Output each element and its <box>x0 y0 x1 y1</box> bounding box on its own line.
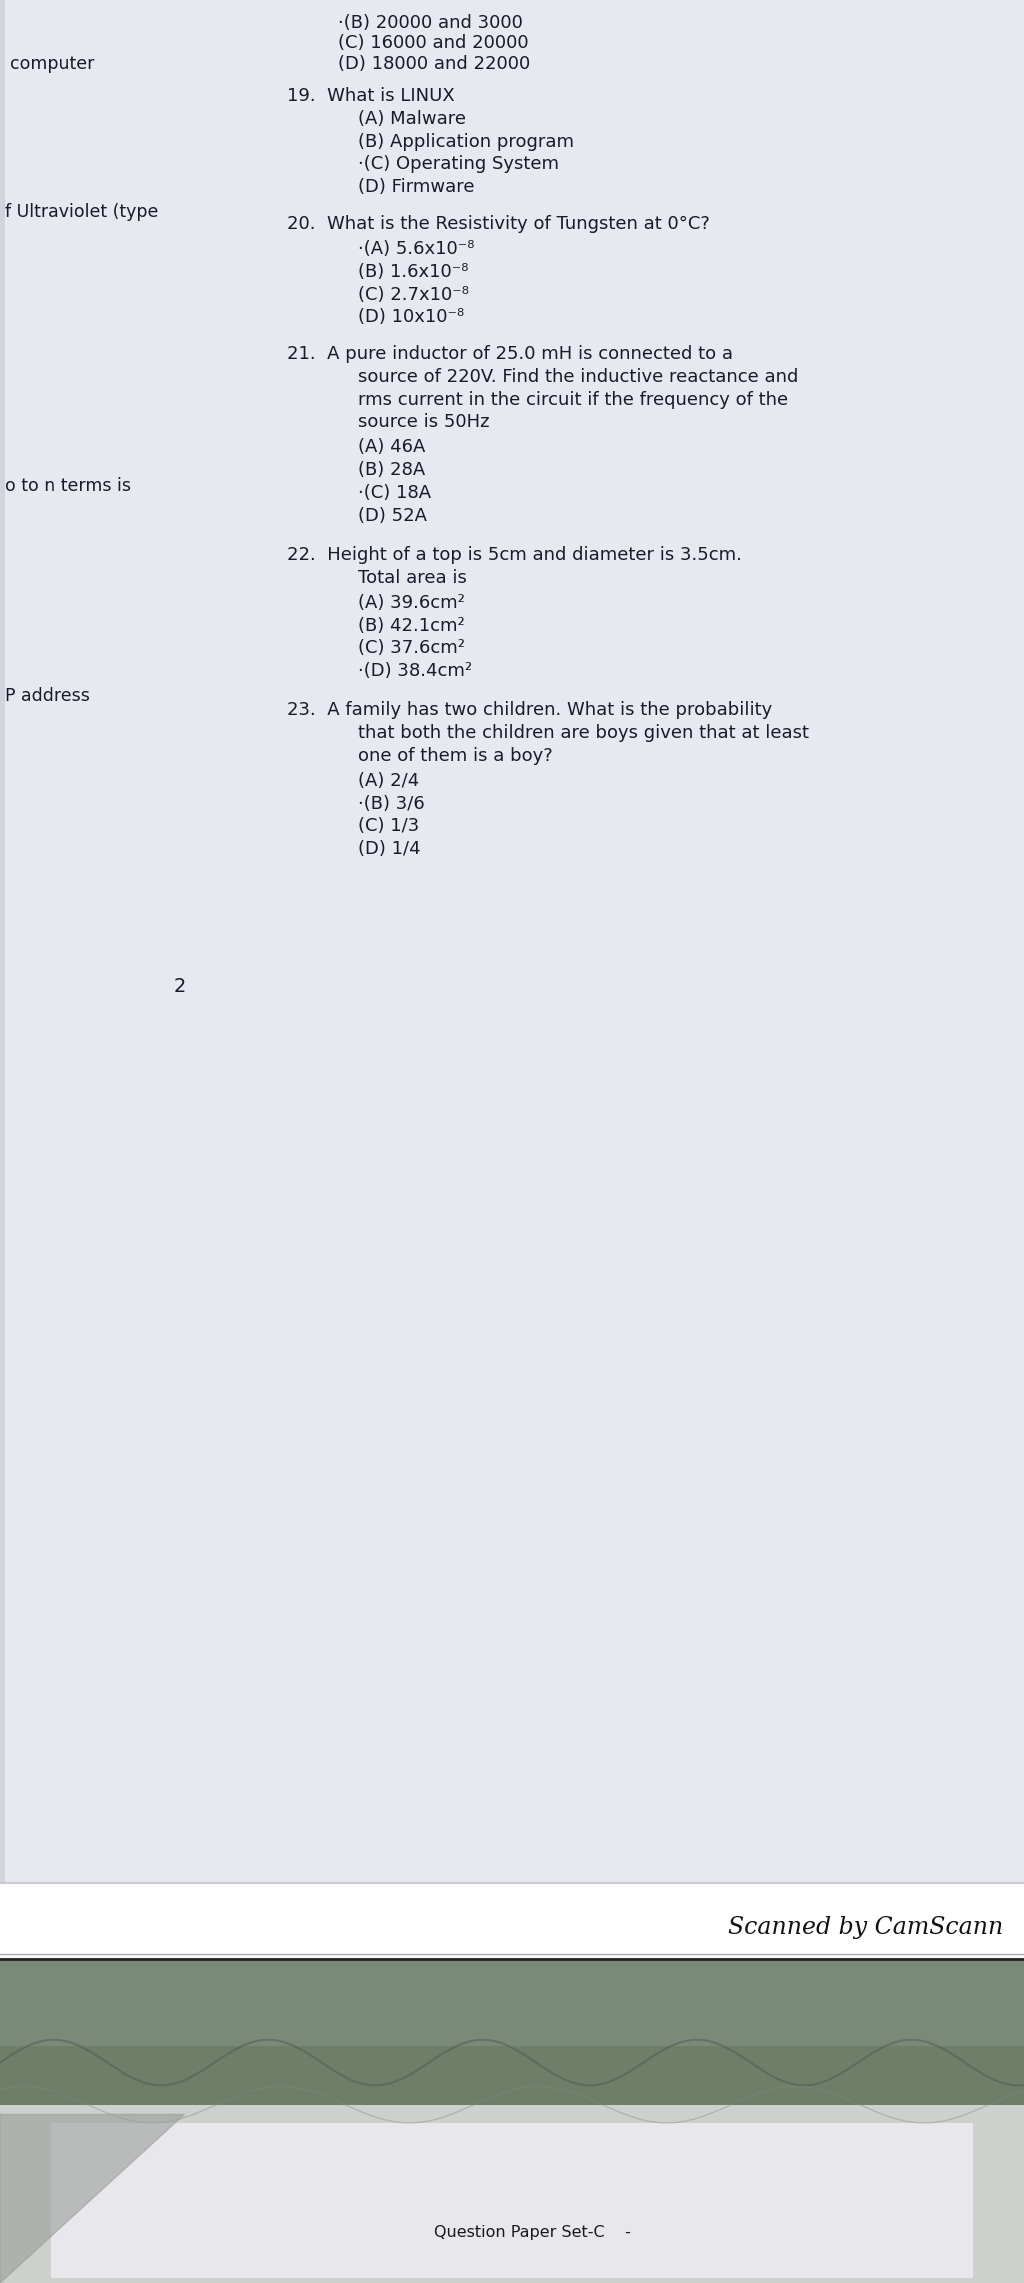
Text: (D) 10x10⁻⁸: (D) 10x10⁻⁸ <box>358 308 465 326</box>
Text: ·(B) 3/6: ·(B) 3/6 <box>358 794 425 813</box>
Text: that both the children are boys given that at least: that both the children are boys given th… <box>358 724 809 742</box>
Text: (D) 52A: (D) 52A <box>358 507 427 525</box>
Text: ·(D) 38.4cm²: ·(D) 38.4cm² <box>358 662 472 680</box>
Text: (B) 28A: (B) 28A <box>358 461 426 479</box>
Text: rms current in the circuit if the frequency of the: rms current in the circuit if the freque… <box>358 390 788 409</box>
Bar <box>0 2046 1024 2105</box>
Text: (B) 42.1cm²: (B) 42.1cm² <box>358 616 465 635</box>
Text: 19.  What is LINUX: 19. What is LINUX <box>287 87 455 105</box>
Text: (D) 1/4: (D) 1/4 <box>358 840 421 858</box>
Text: (A) 39.6cm²: (A) 39.6cm² <box>358 594 465 612</box>
Text: 21.  A pure inductor of 25.0 mH is connected to a: 21. A pure inductor of 25.0 mH is connec… <box>287 345 733 363</box>
Text: 22.  Height of a top is 5cm and diameter is 3.5cm.: 22. Height of a top is 5cm and diameter … <box>287 546 741 564</box>
Text: (A) 46A: (A) 46A <box>358 438 426 457</box>
Text: 2: 2 <box>174 977 186 995</box>
Text: computer: computer <box>10 55 94 73</box>
Text: Total area is: Total area is <box>358 568 467 587</box>
Bar <box>0 0 5 1883</box>
Text: P address: P address <box>5 687 90 705</box>
Text: (C) 2.7x10⁻⁸: (C) 2.7x10⁻⁸ <box>358 285 469 304</box>
Text: 20.  What is the Resistivity of Tungsten at 0°C?: 20. What is the Resistivity of Tungsten … <box>287 215 710 233</box>
Text: (C) 37.6cm²: (C) 37.6cm² <box>358 639 465 658</box>
Text: (C) 16000 and 20000: (C) 16000 and 20000 <box>338 34 528 53</box>
Text: source of 220V. Find the inductive reactance and: source of 220V. Find the inductive react… <box>358 368 799 386</box>
Text: (B) 1.6x10⁻⁸: (B) 1.6x10⁻⁸ <box>358 263 469 281</box>
Bar <box>51 2123 973 2278</box>
Text: Scanned by CamScann: Scanned by CamScann <box>728 1915 1004 1941</box>
Text: (C) 1/3: (C) 1/3 <box>358 817 420 836</box>
Text: (A) Malware: (A) Malware <box>358 110 466 128</box>
Text: (D) Firmware: (D) Firmware <box>358 178 475 196</box>
Text: o to n terms is: o to n terms is <box>5 477 131 495</box>
Text: (A) 2/4: (A) 2/4 <box>358 772 420 790</box>
Bar <box>0 2105 1024 2283</box>
Bar <box>0 1959 1024 2283</box>
Text: ·(B) 20000 and 3000: ·(B) 20000 and 3000 <box>338 14 523 32</box>
Text: 23.  A family has two children. What is the probability: 23. A family has two children. What is t… <box>287 701 772 719</box>
Text: ·(C) Operating System: ·(C) Operating System <box>358 155 559 174</box>
Text: (D) 18000 and 22000: (D) 18000 and 22000 <box>338 55 530 73</box>
Bar <box>0 1883 1024 1959</box>
Text: ·(C) 18A: ·(C) 18A <box>358 484 431 502</box>
Text: ·(A) 5.6x10⁻⁸: ·(A) 5.6x10⁻⁸ <box>358 240 475 258</box>
Bar <box>0 0 1024 1883</box>
Text: (B) Application program: (B) Application program <box>358 132 574 151</box>
Text: f Ultraviolet (type: f Ultraviolet (type <box>5 203 159 221</box>
Text: Question Paper Set-C    -: Question Paper Set-C - <box>434 2226 631 2240</box>
Text: one of them is a boy?: one of them is a boy? <box>358 747 553 765</box>
Text: source is 50Hz: source is 50Hz <box>358 413 489 431</box>
Polygon shape <box>0 2114 184 2283</box>
